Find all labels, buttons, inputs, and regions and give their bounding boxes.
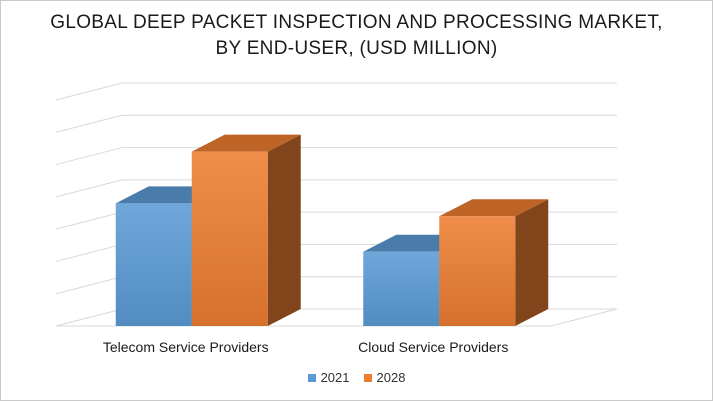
gridline-side [55,276,123,295]
gridline-side [55,147,123,166]
legend: 2021 2028 [0,370,713,385]
gridline-side [55,243,123,262]
bar-side [267,134,301,326]
floor-edge-right [550,308,618,327]
gridline-side [55,308,123,327]
bar-2028-telecom [191,134,301,326]
bar-2028-cloud [439,199,549,326]
gridline-side [55,179,123,198]
bar-front [115,203,192,326]
chart-title: GLOBAL DEEP PACKET INSPECTION AND PROCES… [0,10,713,62]
category-label-telecom: Telecom Service Providers [103,339,269,355]
gridline-side [55,82,123,101]
legend-item-2028: 2028 [363,370,406,385]
legend-label-2028: 2028 [376,370,406,385]
chart-title-line-1: GLOBAL DEEP PACKET INSPECTION AND PROCES… [50,12,663,33]
bars [115,134,549,326]
bar-front [439,216,516,326]
category-labels: Telecom Service Providers Cloud Service P… [103,339,508,355]
chart-title-line-2: BY END-USER, (USD MILLION) [215,38,498,59]
bar-front [191,151,268,326]
gridline-side [55,114,123,133]
bar-side [515,199,549,326]
legend-swatch-2028 [363,373,372,382]
legend-item-2021: 2021 [307,370,350,385]
category-label-cloud: Cloud Service Providers [358,339,508,355]
bar-top [439,199,549,217]
bar-top [191,134,301,152]
gridline-side [55,211,123,230]
bar-front [363,251,440,326]
legend-label-2021: 2021 [320,370,350,385]
legend-swatch-2021 [307,373,316,382]
